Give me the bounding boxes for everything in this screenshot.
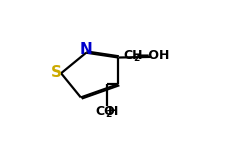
Text: —OH: —OH: [137, 49, 170, 62]
Text: CH: CH: [124, 49, 143, 62]
Text: 2: 2: [134, 54, 140, 63]
Text: H: H: [108, 105, 118, 118]
Text: CO: CO: [95, 105, 115, 118]
Text: N: N: [80, 42, 93, 57]
Text: 2: 2: [105, 110, 111, 119]
Text: S: S: [51, 65, 62, 80]
